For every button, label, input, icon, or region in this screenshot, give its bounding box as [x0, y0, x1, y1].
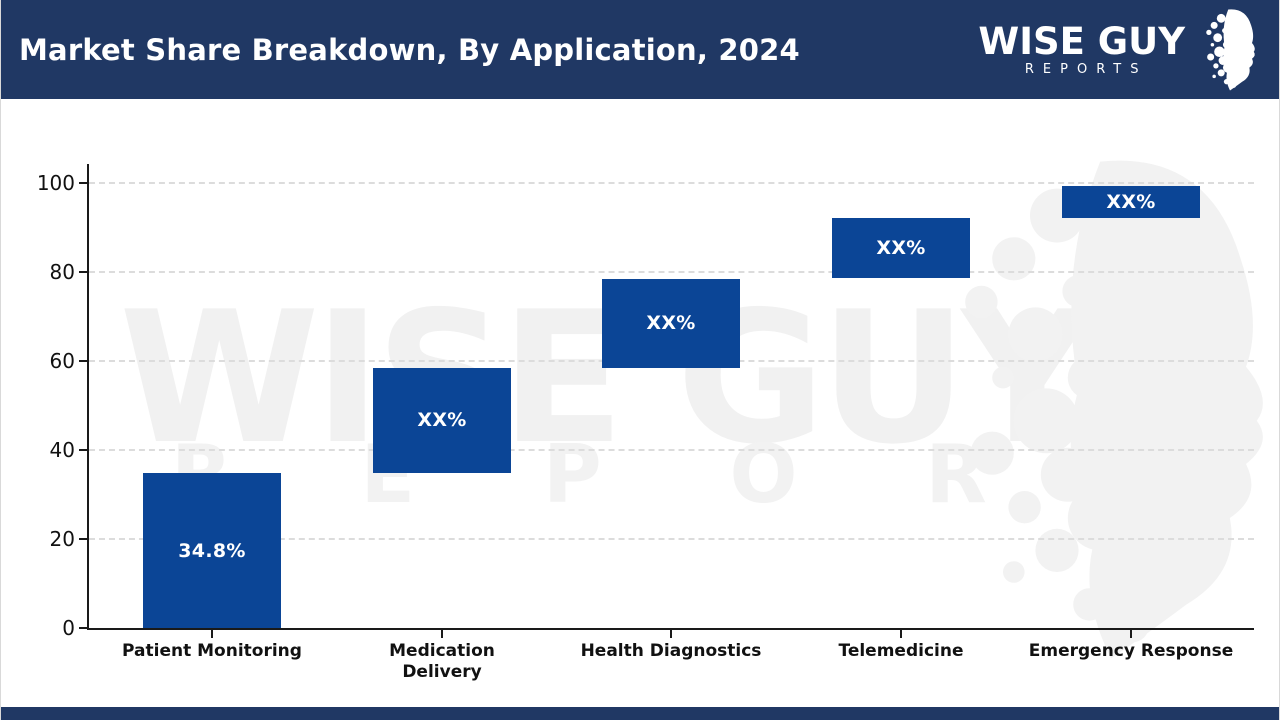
x-tick-mark: [211, 630, 213, 638]
bar-value-label: XX%: [417, 409, 467, 432]
bar-value-label: 34.8%: [178, 539, 246, 562]
x-tick-mark: [900, 630, 902, 638]
bar-value-label: XX%: [876, 237, 926, 260]
y-tick-label: 60: [49, 349, 75, 373]
y-tick-mark: [79, 182, 87, 184]
x-tick-mark: [441, 630, 443, 638]
y-tick-mark: [79, 538, 87, 540]
logo-wordmark: WISE GUY: [978, 20, 1185, 63]
page-title: Market Share Breakdown, By Application, …: [19, 32, 800, 67]
x-category-label: Patient Monitoring: [122, 641, 302, 661]
x-tick-mark: [1130, 630, 1132, 638]
bar-value-label: XX%: [646, 312, 696, 335]
y-tick-mark: [79, 360, 87, 362]
x-category-label: Medication Delivery: [389, 641, 495, 682]
wiseguy-head-watermark-icon: [965, 160, 1263, 659]
y-tick-label: 100: [36, 171, 75, 195]
bar-emergency-response[interactable]: XX%: [1062, 185, 1200, 219]
y-axis-spine: [87, 164, 89, 630]
bar-value-label: XX%: [1106, 190, 1156, 213]
gridline-y40: [89, 449, 1254, 451]
wiseguy-head-logo-icon: [1206, 8, 1255, 90]
x-axis-spine: [87, 628, 1254, 630]
header-bar: Market Share Breakdown, By Application, …: [1, 0, 1279, 99]
bar-patient-monitoring[interactable]: 34.8%: [143, 473, 281, 628]
gridline-y80: [89, 271, 1254, 273]
bar-medication-delivery[interactable]: XX%: [373, 367, 511, 474]
bar-health-diagnostics[interactable]: XX%: [602, 278, 740, 368]
logo-subtitle: REPORTS: [1024, 62, 1148, 77]
y-tick-mark: [79, 449, 87, 451]
y-tick-mark: [79, 627, 87, 629]
footer-bar: [1, 707, 1279, 720]
y-tick-label: 40: [49, 438, 75, 462]
y-tick-label: 0: [62, 616, 75, 640]
x-tick-mark: [670, 630, 672, 638]
wiseguy-logo: WISE GUY REPORTS: [978, 6, 1273, 94]
gridline-y100: [89, 182, 1254, 184]
gridline-y20: [89, 538, 1254, 540]
x-category-label: Telemedicine: [838, 641, 964, 661]
y-tick-label: 20: [49, 527, 75, 551]
x-category-label: Emergency Response: [1028, 641, 1234, 661]
y-tick-mark: [79, 271, 87, 273]
y-tick-label: 80: [49, 260, 75, 284]
x-category-label: Health Diagnostics: [580, 641, 762, 661]
bar-telemedicine[interactable]: XX%: [832, 218, 970, 279]
